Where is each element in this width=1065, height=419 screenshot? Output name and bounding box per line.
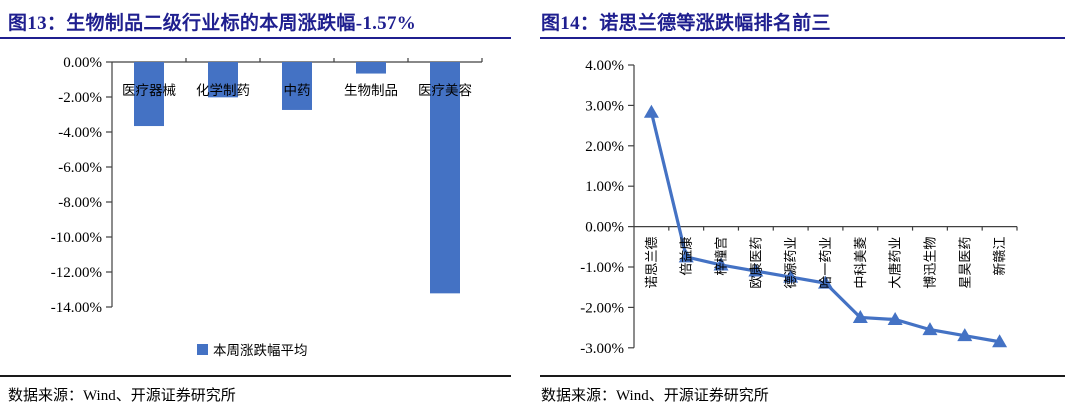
- category-label: 医疗美容: [418, 82, 472, 98]
- y-tick-label: -1.00%: [580, 260, 624, 276]
- figure-14-line-chart: 4.00% 3.00% 2.00% 1.00% 0.00% -1.00% -2.00% -3.…: [580, 58, 1018, 357]
- x-category-label: 梓橦宫: [714, 237, 729, 276]
- category-label: 医疗器械: [122, 83, 176, 98]
- triangle-marker-欧康医药: [748, 263, 764, 277]
- x-category-label: 星昊医药: [957, 237, 972, 289]
- x-category-label: 欧康医药: [748, 237, 763, 289]
- y-tick-label: 4.00%: [585, 58, 624, 74]
- bar-医疗器械: [134, 62, 164, 127]
- y-tick-label: 0.00%: [63, 55, 102, 71]
- figure-13-source: 数据来源：Wind、开源证券研究所: [8, 388, 236, 404]
- triangle-marker-倍益康: [678, 249, 694, 263]
- triangle-marker-梓橦宫: [713, 257, 729, 271]
- figure-14-source: 数据来源：Wind、开源证券研究所: [541, 388, 769, 404]
- x-category-label: 倍益康: [679, 237, 694, 276]
- legend-color-swatch: [197, 343, 208, 355]
- y-tick-label: -8.00%: [58, 195, 102, 211]
- triangle-marker-德源药业: [783, 269, 799, 283]
- bar-化学制药: [208, 62, 238, 98]
- y-tick-label: -6.00%: [58, 160, 102, 176]
- figure-14-title: 图14：诺思兰德等涨跌幅排名前三: [541, 13, 831, 34]
- bar-生物制品: [356, 62, 386, 74]
- x-category-label: 大唐药业: [888, 237, 903, 289]
- y-tick-label: -2.00%: [580, 300, 624, 316]
- figure-13-bar-chart: 0.00% -2.00% -4.00% -6.00% -8.00% -10.00% -12.…: [51, 55, 483, 316]
- x-category-label: 哈一药业: [818, 237, 833, 289]
- y-tick-label: -3.00%: [580, 341, 624, 357]
- x-category-label: 新赣江: [992, 237, 1007, 276]
- y-tick-label: -10.00%: [51, 230, 102, 246]
- y-tick-label: 2.00%: [585, 139, 624, 155]
- x-category-label: 中科美菱: [853, 237, 868, 289]
- figure-14-title-rule: [540, 37, 1065, 39]
- figure-13-title-rule: [0, 37, 511, 39]
- y-tick-label: 1.00%: [585, 179, 624, 195]
- figure-13-legend: 本周涨跌幅平均: [197, 339, 308, 359]
- y-tick-label: -14.00%: [51, 300, 102, 316]
- category-label: 中药: [284, 83, 311, 98]
- triangle-marker-博迅生物: [922, 322, 938, 336]
- y-tick-label: -2.00%: [58, 90, 102, 106]
- figure-14-source-rule: [540, 375, 1065, 377]
- triangle-marker-中科美菱: [852, 310, 868, 323]
- figure-13-source-rule: [0, 375, 511, 377]
- legend-label: 本周涨跌幅平均: [213, 343, 308, 358]
- triangle-marker-星昊医药: [957, 328, 973, 342]
- x-category-label: 德源药业: [783, 237, 798, 289]
- bar-中药: [282, 62, 312, 110]
- triangle-marker-大唐药业: [887, 312, 903, 326]
- y-tick-label: 0.00%: [585, 220, 624, 236]
- y-tick-label: -12.00%: [51, 265, 102, 281]
- y-tick-label: 3.00%: [585, 98, 624, 114]
- x-category-label: 博迅生物: [922, 237, 937, 289]
- category-label: 生物制品: [344, 83, 398, 98]
- bar-医疗美容: [430, 62, 460, 294]
- triangle-marker-诺思兰德: [643, 104, 659, 118]
- triangle-marker-哈一药业: [818, 275, 833, 289]
- triangle-marker-新赣江: [992, 334, 1008, 348]
- x-category-label: 诺思兰德: [644, 237, 659, 289]
- y-tick-label: -4.00%: [58, 125, 102, 141]
- figure-13-title: 图13：生物制品二级行业标的本周涨跌幅-1.57%: [8, 13, 417, 34]
- category-label: 化学制药: [196, 83, 250, 98]
